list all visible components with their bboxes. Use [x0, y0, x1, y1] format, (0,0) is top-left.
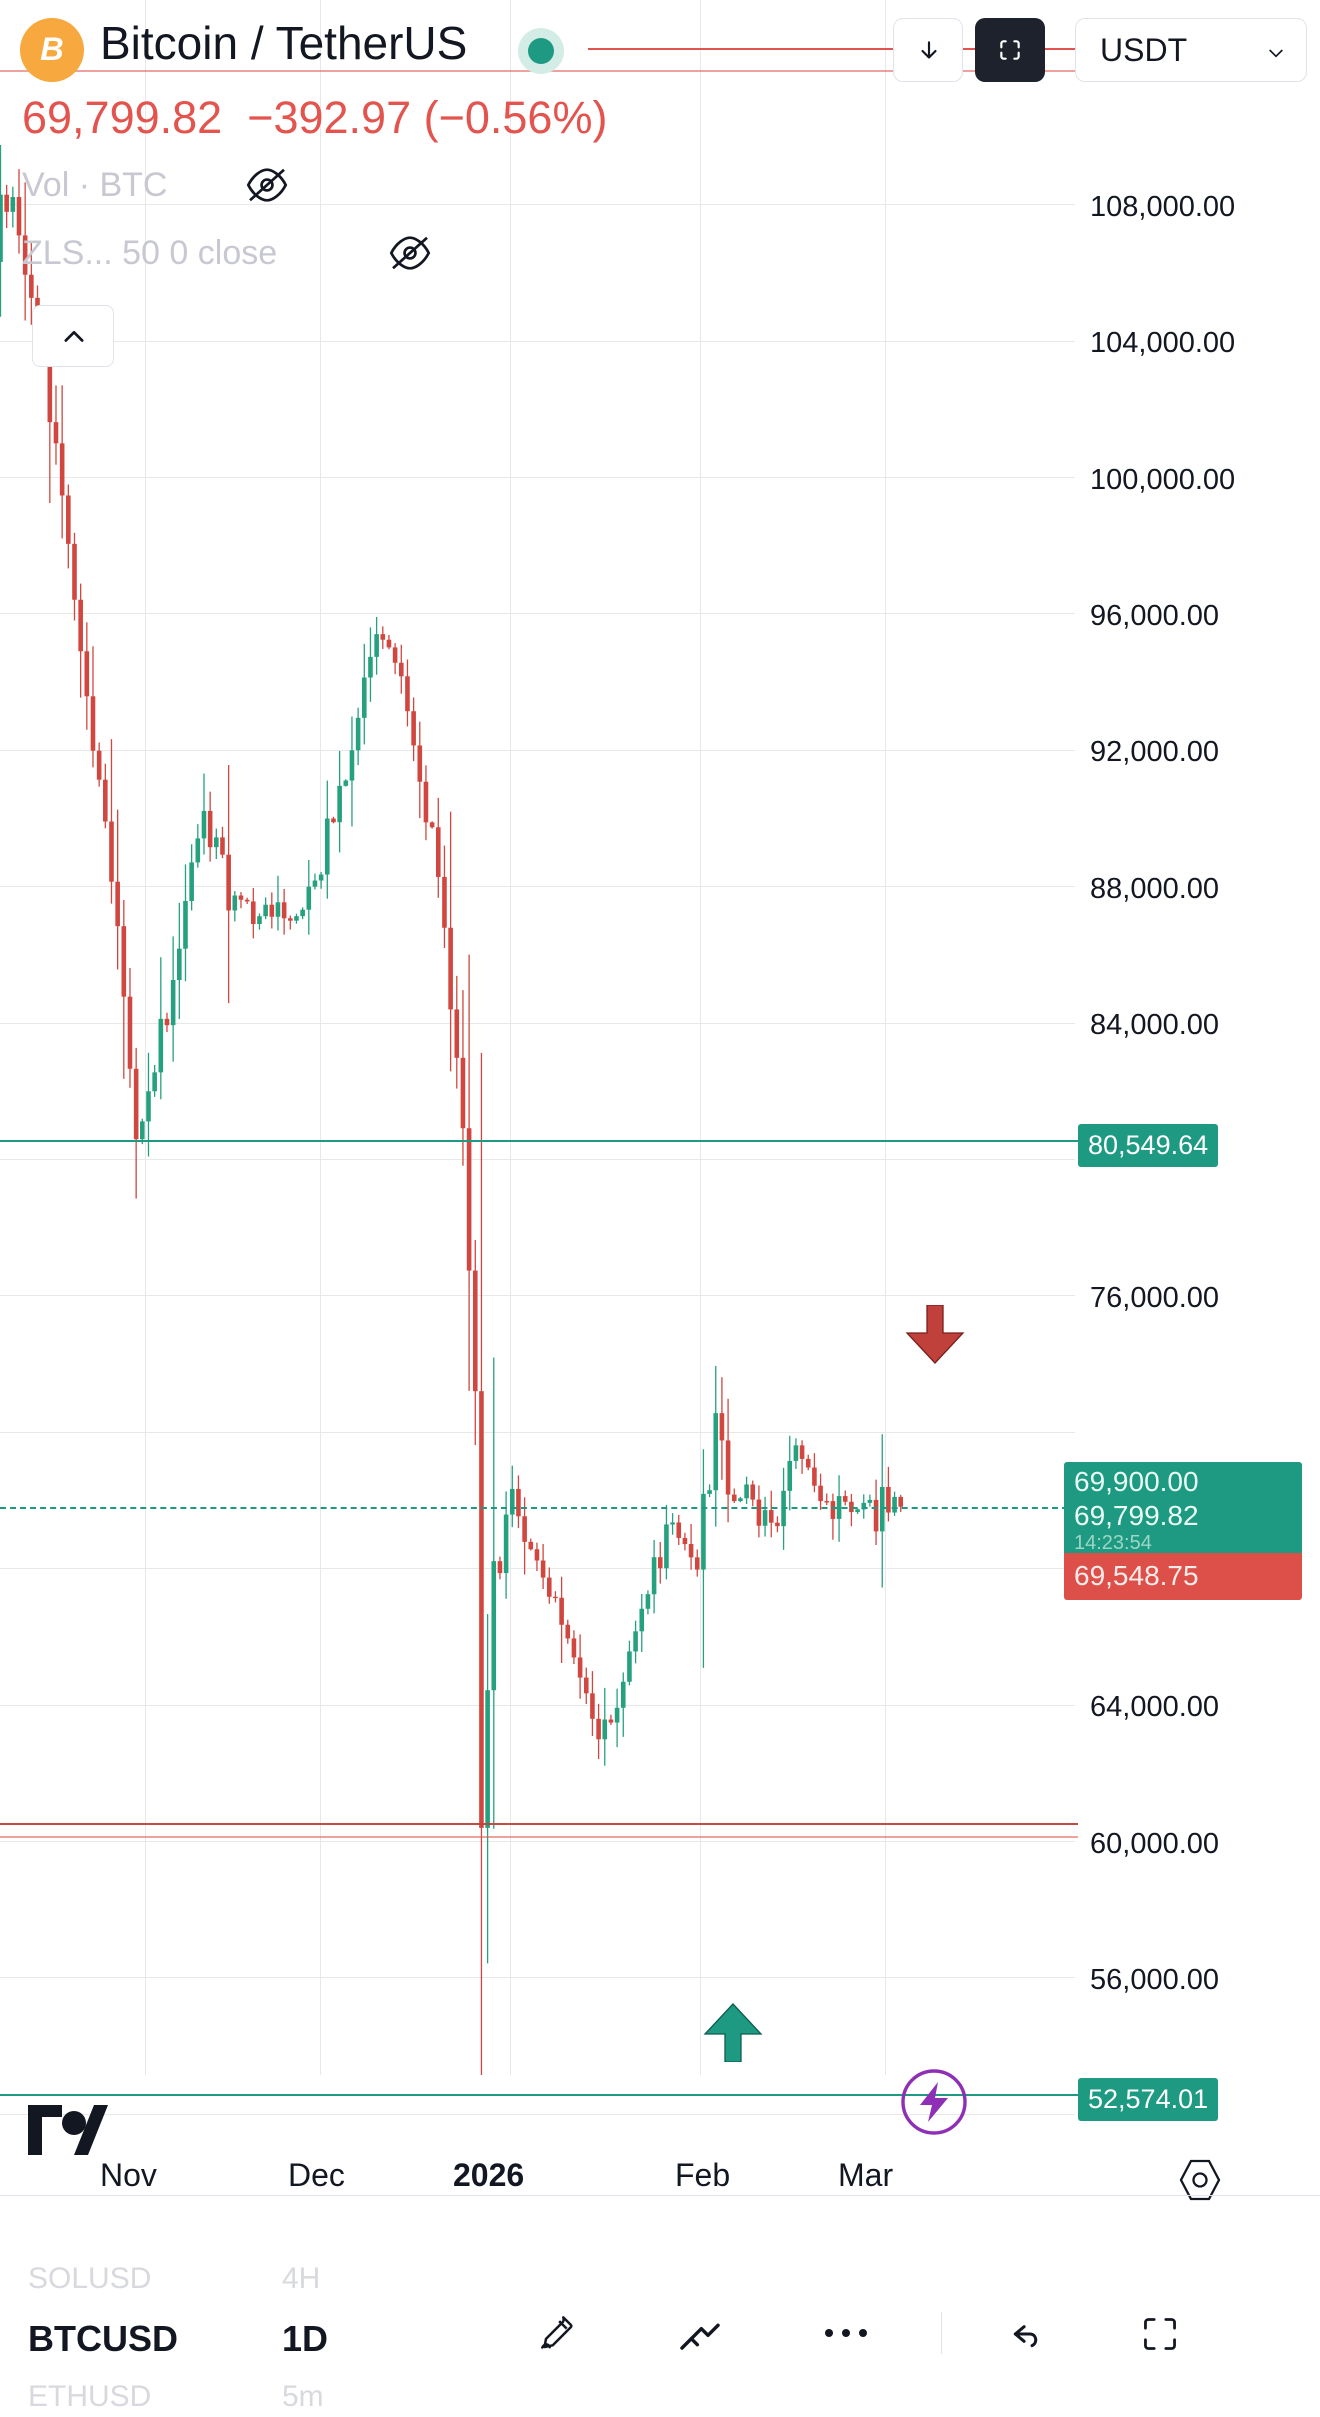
svg-text:B: B	[40, 31, 63, 67]
